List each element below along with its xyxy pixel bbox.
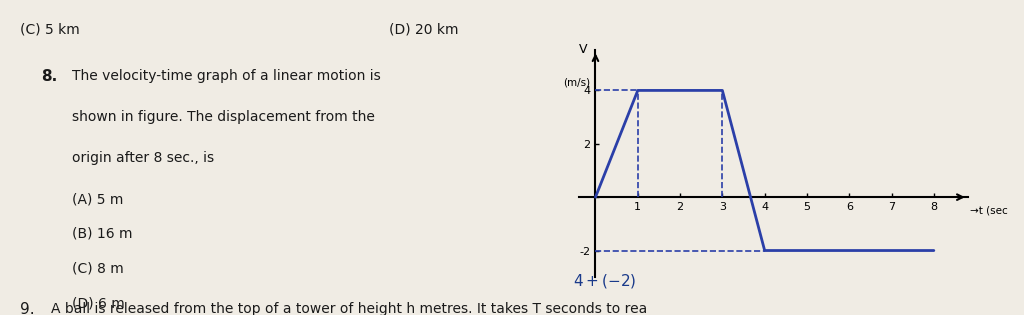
- Text: V: V: [579, 43, 587, 56]
- Text: $4+(-2)$: $4+(-2)$: [573, 272, 637, 290]
- Text: A ball is released from the top of a tower of height h metres. It takes T second: A ball is released from the top of a tow…: [51, 302, 647, 315]
- Text: (B) 16 m: (B) 16 m: [72, 227, 132, 241]
- Text: The velocity-time graph of a linear motion is: The velocity-time graph of a linear moti…: [72, 69, 381, 83]
- Text: 9.: 9.: [20, 302, 35, 315]
- Text: origin after 8 sec., is: origin after 8 sec., is: [72, 151, 214, 165]
- Text: (C) 5 km: (C) 5 km: [20, 22, 80, 36]
- Text: (D) 20 km: (D) 20 km: [389, 22, 459, 36]
- Text: 8.: 8.: [41, 69, 57, 84]
- Text: (C) 8 m: (C) 8 m: [72, 261, 124, 275]
- Text: →t (sec: →t (sec: [970, 205, 1008, 215]
- Text: shown in figure. The displacement from the: shown in figure. The displacement from t…: [72, 110, 375, 124]
- Text: (D) 6 m: (D) 6 m: [72, 296, 125, 310]
- Text: (A) 5 m: (A) 5 m: [72, 192, 123, 206]
- Text: (m/s): (m/s): [563, 77, 590, 87]
